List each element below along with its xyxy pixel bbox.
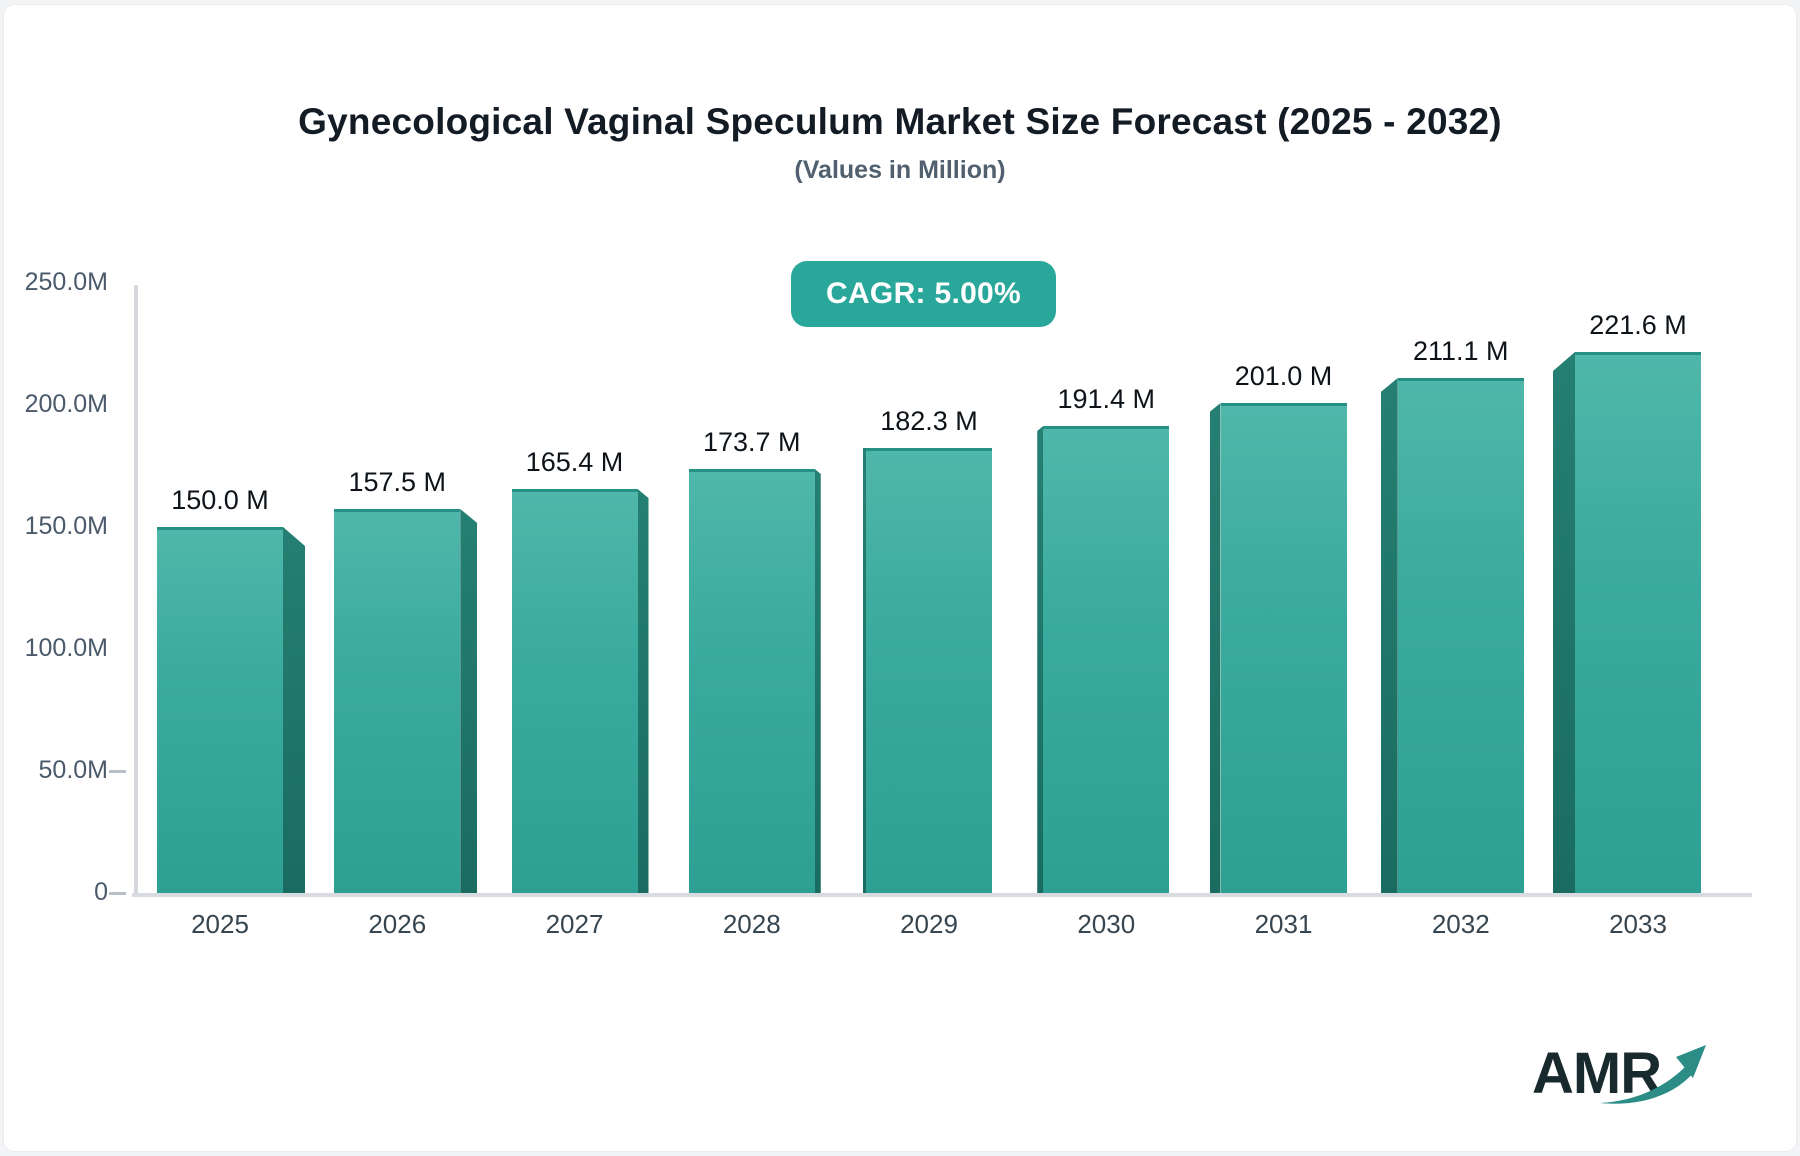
y-tick-label: 250.0M (24, 268, 108, 296)
bar-value-label: 173.7 M (702, 427, 801, 457)
bar-value-label: 165.4 M (525, 447, 624, 477)
bar-side (637, 489, 649, 893)
bar-front (334, 509, 461, 893)
bar-value-label: 182.3 M (880, 406, 978, 436)
x-tick-label: 2033 (1609, 909, 1667, 939)
amr-logo: AMR (1532, 1037, 1717, 1116)
bar-front (157, 527, 283, 893)
y-axis-line (134, 285, 138, 893)
y-tick-mark (109, 892, 126, 895)
chart-card: Gynecological Vaginal Speculum Market Si… (4, 5, 1796, 1151)
y-tick-label: 200.0M (24, 390, 108, 418)
x-tick-label: 2031 (1254, 909, 1313, 939)
y-tick-label: 50.0M (38, 756, 108, 784)
x-tick-label: 2030 (1077, 909, 1136, 939)
bar-side (460, 509, 478, 893)
bar-front (1220, 403, 1347, 893)
bar-side (283, 527, 305, 893)
bar-front (1397, 378, 1524, 893)
bar-value-label: 221.6 M (1589, 310, 1687, 340)
bar-front (688, 469, 815, 893)
x-tick-label: 2032 (1431, 909, 1490, 939)
bar-side (1037, 426, 1044, 893)
bar-side (1380, 378, 1398, 893)
bar-front (1043, 426, 1170, 893)
y-tick-label: 100.0M (24, 634, 108, 662)
bar-side (863, 448, 866, 893)
y-tick-label: 0 (94, 878, 108, 906)
amr-logo-arrow-icon (1676, 1045, 1706, 1078)
x-tick-label: 2026 (368, 909, 427, 939)
bar-value-label: 150.0 M (171, 485, 269, 515)
bar-side (814, 469, 821, 893)
bar-side (1209, 403, 1221, 893)
x-axis-line (132, 893, 1752, 897)
amr-logo-graphic: AMR (1532, 1041, 1706, 1106)
chart-subtitle: (Values in Million) (794, 156, 1006, 184)
plot-area: 0 50.0M 100.0M 150.0M 200.0M 250.0M 150.0 M 202… (4, 5, 1796, 1151)
bar-value-label: 201.0 M (1234, 361, 1333, 391)
x-tick-label: 2028 (722, 909, 781, 939)
y-tick-label: 150.0M (24, 512, 108, 540)
bar-value-label: 211.1 M (1412, 336, 1509, 366)
y-tick-mark (109, 770, 126, 773)
x-tick-label: 2025 (191, 909, 249, 939)
bar-side (1553, 352, 1575, 893)
chart-title: Gynecological Vaginal Speculum Market Si… (298, 101, 1502, 142)
bar-front (511, 489, 638, 893)
bar-value-label: 191.4 M (1057, 384, 1156, 414)
cagr-badge: CAGR: 5.00% (791, 261, 1057, 327)
x-tick-label: 2029 (900, 909, 958, 939)
bar-front (1575, 352, 1701, 893)
x-tick-label: 2027 (545, 909, 604, 939)
bar-front (866, 448, 992, 893)
bar-value-label: 157.5 M (348, 467, 447, 497)
